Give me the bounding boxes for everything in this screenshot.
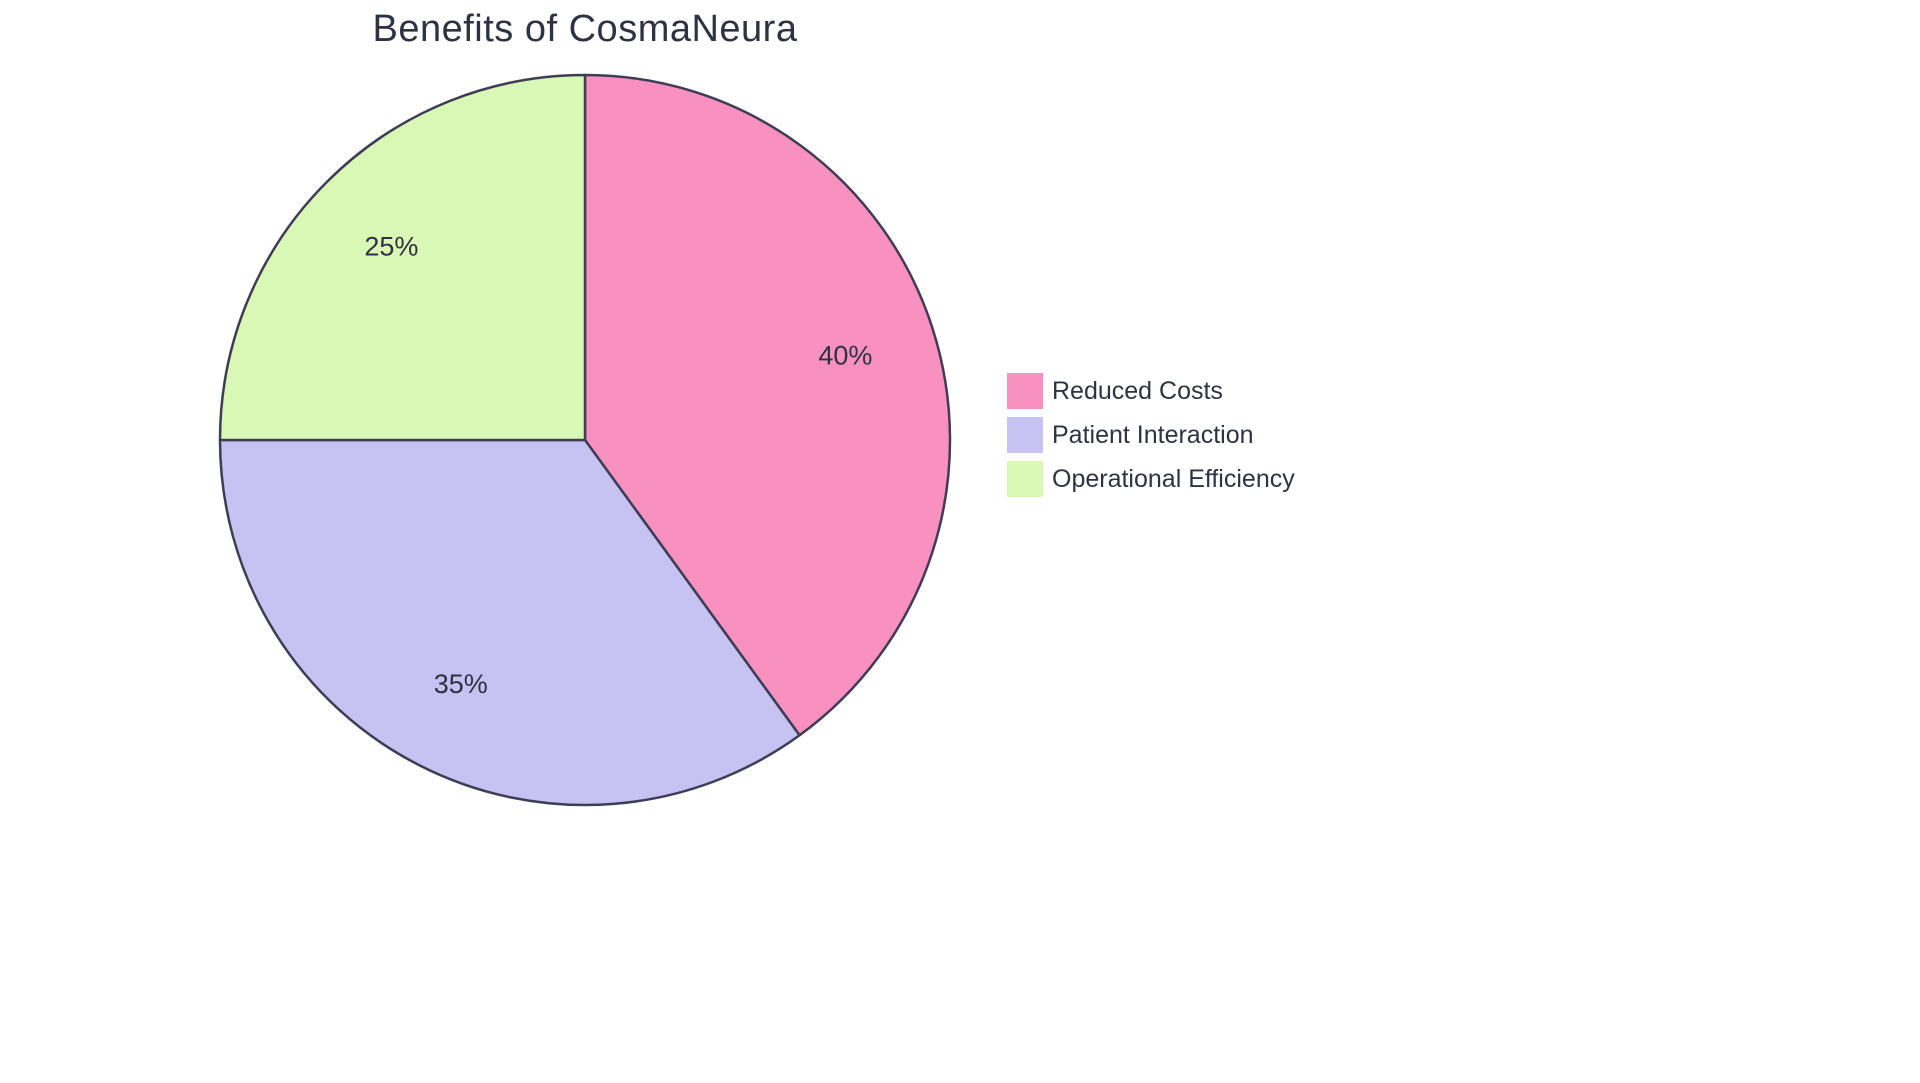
legend: Reduced Costs Patient Interaction Operat…	[1007, 373, 1295, 497]
legend-item-operational-efficiency[interactable]: Operational Efficiency	[1007, 461, 1295, 497]
legend-label-patient-interaction: Patient Interaction	[1052, 420, 1254, 449]
pie-slice-operational-efficiency[interactable]	[218, 73, 587, 442]
pie-percent-label: 25%	[364, 231, 418, 261]
legend-item-reduced-costs[interactable]: Reduced Costs	[1007, 373, 1295, 409]
pie-slice-reduced-costs[interactable]	[583, 73, 952, 737]
legend-item-patient-interaction[interactable]: Patient Interaction	[1007, 417, 1295, 453]
pie-slice-patient-interaction[interactable]	[218, 438, 801, 807]
legend-swatch-patient-interaction	[1007, 417, 1043, 453]
chart-title: Benefits of CosmaNeura	[372, 8, 798, 50]
legend-swatch-reduced-costs	[1007, 373, 1043, 409]
pie-percent-label: 35%	[434, 669, 488, 699]
pie-percent-label: 40%	[818, 340, 872, 370]
legend-label-operational-efficiency: Operational Efficiency	[1052, 464, 1295, 493]
legend-label-reduced-costs: Reduced Costs	[1052, 376, 1223, 405]
legend-swatch-operational-efficiency	[1007, 461, 1043, 497]
